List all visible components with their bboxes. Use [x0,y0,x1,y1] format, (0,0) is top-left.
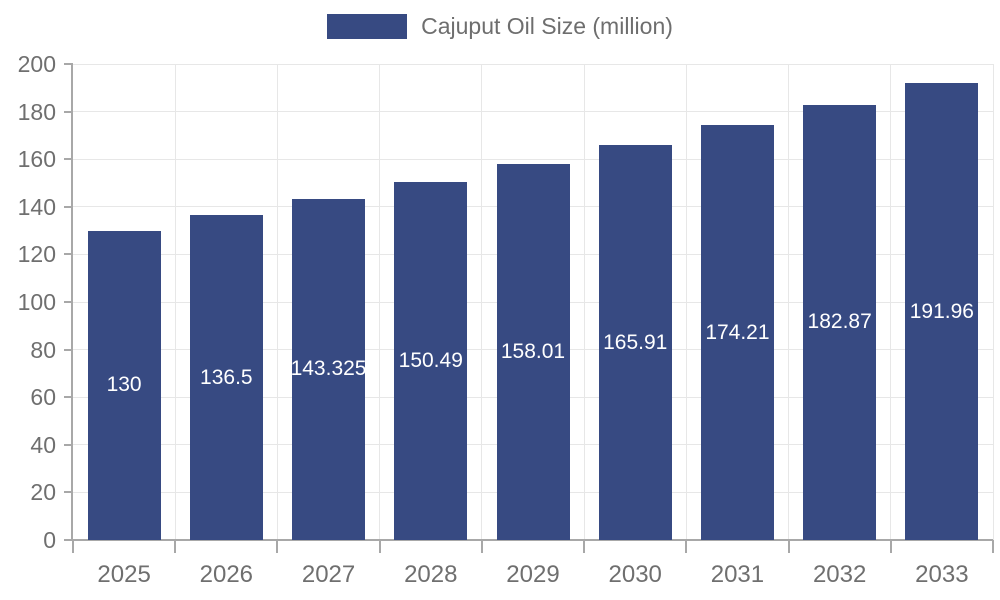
x-axis-tick [72,540,74,553]
y-axis-tick-label: 140 [17,193,56,220]
x-axis-tick-label: 2025 [97,561,151,588]
x-axis-tick-label: 2028 [404,561,458,588]
bar[interactable] [598,145,672,540]
x-axis-tick-label: 2029 [506,561,560,588]
legend-label: Cajuput Oil Size (million) [421,13,673,39]
x-gridline [276,64,278,540]
y-axis-tick-label: 100 [17,289,56,315]
bar[interactable] [803,104,877,540]
x-axis-tick-label: 2031 [710,561,765,588]
y-gridline [73,63,993,65]
y-axis-tick [64,110,73,113]
bar[interactable] [905,83,979,540]
x-axis-tick [992,540,994,553]
legend: Cajuput Oil Size (million) [0,14,1000,39]
x-axis-tick [583,540,586,553]
legend-swatch-icon [327,14,408,39]
bar[interactable] [292,198,366,540]
y-axis-tick-label: 40 [30,431,56,458]
x-gridline [788,64,790,540]
y-axis-tick-label: 20 [30,479,56,506]
y-axis-tick [64,539,73,541]
y-axis-tick-label: 160 [17,146,56,173]
y-axis-tick-label: 0 [43,527,56,553]
bar[interactable] [87,230,161,540]
x-gridline [890,64,892,540]
bar[interactable] [496,163,570,540]
x-axis-line [71,539,993,541]
y-axis-line [71,64,73,540]
y-axis-tick [64,491,73,494]
x-axis-tick-label: 2030 [608,561,662,588]
y-axis-tick [64,205,73,208]
y-axis-tick-label: 120 [17,241,56,268]
x-axis-tick-label: 2026 [199,561,254,588]
x-gridline [379,64,381,540]
x-axis-tick [480,540,483,553]
x-gridline [583,64,585,540]
y-axis-tick-label: 180 [17,98,56,125]
x-gridline [174,64,176,540]
y-axis-tick [64,158,73,161]
legend-item[interactable]: Cajuput Oil Size (million) [327,14,673,39]
x-axis-tick [685,540,688,553]
x-axis-tick [378,540,381,553]
x-axis-tick [276,540,279,553]
y-axis-tick [64,301,73,303]
y-gridline [73,158,993,160]
y-axis-tick [64,396,73,399]
x-gridline [481,64,483,540]
y-axis-tick [64,63,73,65]
x-gridline [685,64,687,540]
x-gridline [992,64,994,540]
x-axis-tick [787,540,790,553]
x-axis-tick-label: 2027 [301,561,356,588]
y-axis-tick [64,253,73,256]
bar[interactable] [189,215,263,540]
x-axis-tick [889,540,892,553]
bar[interactable] [394,181,468,540]
x-axis-tick-label: 2032 [812,561,867,588]
x-axis-tick [174,540,177,553]
x-axis-tick-label: 2033 [915,561,969,588]
y-axis-tick [64,443,73,446]
bar[interactable] [700,125,774,540]
y-gridline [73,111,993,113]
y-axis-tick-label: 80 [30,336,56,363]
y-axis-tick-label: 60 [30,384,56,411]
y-axis-tick [64,348,73,351]
y-axis-tick-label: 200 [17,51,56,77]
